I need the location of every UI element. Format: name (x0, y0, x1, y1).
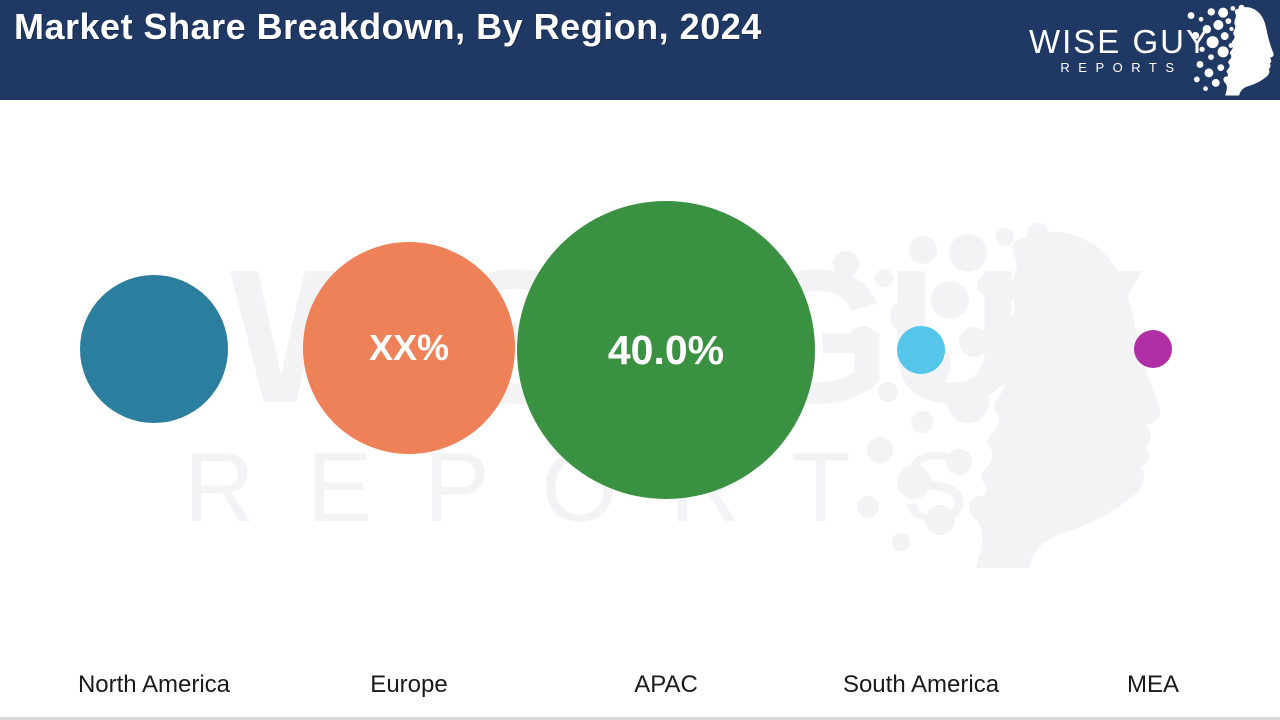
brand-logo: WISE GUY REPORTS (1029, 0, 1278, 100)
header: Market Share Breakdown, By Region, 2024 … (0, 0, 1280, 100)
label-europe: Europe (370, 671, 448, 698)
label-apac: APAC (634, 671, 698, 698)
bubble-south-america (897, 326, 945, 374)
page-title: Market Share Breakdown, By Region, 2024 (14, 6, 762, 47)
bubble-value-europe: XX% (368, 327, 450, 368)
bubble-apac: 40.0% (517, 201, 815, 499)
label-north-america: North America (77, 671, 231, 698)
label-south-america: South America (842, 671, 1000, 698)
watermark-head-icon (833, 223, 1161, 568)
brand-logo-text: WISE GUY REPORTS (1028, 22, 1210, 76)
label-mea: MEA (1126, 671, 1180, 698)
bubble-value-apac: 40.0% (607, 326, 725, 373)
bubble-mea (1134, 330, 1172, 368)
bottom-strip (0, 717, 1280, 720)
brand-subtitle: REPORTS (1060, 60, 1183, 76)
brand-name: WISE GUY (1028, 22, 1210, 60)
bubble-north-america (80, 275, 228, 423)
bubble-europe: XX% (303, 242, 515, 454)
brand-head-icon (1187, 4, 1274, 96)
